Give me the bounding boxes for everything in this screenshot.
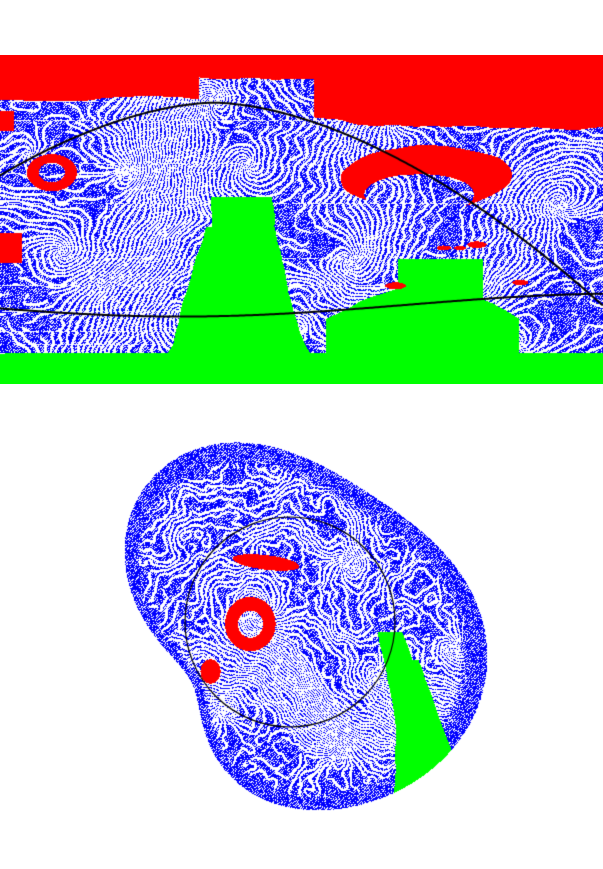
orthographic-globe-panel (0, 410, 603, 869)
map-field-canvas (0, 55, 603, 384)
equirectangular-map-panel (0, 55, 603, 384)
globe-field-canvas (0, 410, 603, 869)
